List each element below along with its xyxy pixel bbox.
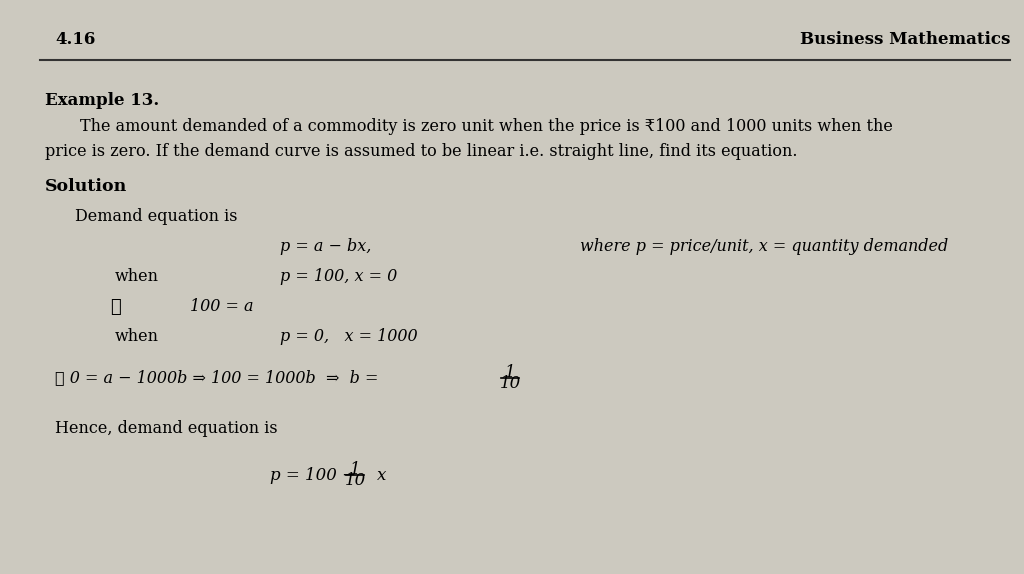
Text: ∴ 0 = a − 1000b ⇒ 100 = 1000b  ⇒  b =: ∴ 0 = a − 1000b ⇒ 100 = 1000b ⇒ b = — [55, 370, 384, 386]
Text: Example 13.: Example 13. — [45, 92, 160, 109]
Text: Demand equation is: Demand equation is — [75, 208, 238, 225]
Text: 1: 1 — [505, 364, 515, 382]
Text: p = a − bx,: p = a − bx, — [280, 238, 372, 255]
Text: Hence, demand equation is: Hence, demand equation is — [55, 420, 278, 437]
Text: Business Mathematics: Business Mathematics — [800, 32, 1010, 48]
Text: 10: 10 — [344, 471, 366, 488]
Text: where p = price/unit, x = quantity demanded: where p = price/unit, x = quantity deman… — [580, 238, 948, 255]
Text: Solution: Solution — [45, 178, 127, 195]
Text: when: when — [115, 328, 159, 345]
Text: x: x — [377, 467, 386, 483]
Text: p = 0,   x = 1000: p = 0, x = 1000 — [280, 328, 418, 345]
Text: 10: 10 — [500, 375, 520, 391]
Text: ∴: ∴ — [110, 298, 121, 316]
Text: 1: 1 — [349, 461, 360, 479]
Text: price is zero. If the demand curve is assumed to be linear i.e. straight line, f: price is zero. If the demand curve is as… — [45, 143, 798, 160]
Text: p = 100 −: p = 100 − — [270, 467, 356, 483]
Text: The amount demanded of a commodity is zero unit when the price is ₹100 and 1000 : The amount demanded of a commodity is ze… — [80, 118, 893, 135]
Text: p = 100, x = 0: p = 100, x = 0 — [280, 268, 397, 285]
Text: 4.16: 4.16 — [55, 32, 95, 48]
Text: when: when — [115, 268, 159, 285]
Text: 100 = a: 100 = a — [190, 298, 254, 315]
